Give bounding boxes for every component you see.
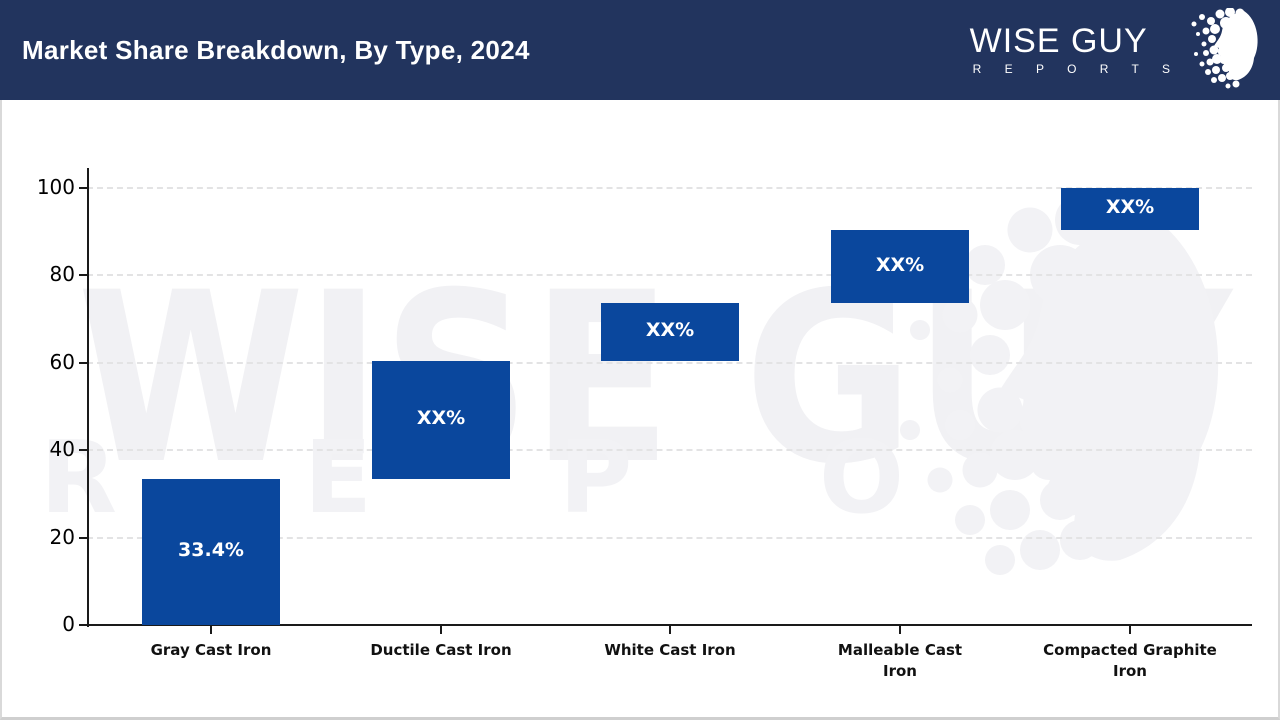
bar-value-label-4: XX% <box>875 253 925 276</box>
y-tick-mark-20 <box>79 536 87 539</box>
x-category-label-5: Compacted Graphite Iron <box>1035 640 1225 682</box>
x-category-label-4: Malleable Cast Iron <box>805 640 995 682</box>
gridline-40 <box>87 449 1252 452</box>
x-axis-line <box>87 624 1252 626</box>
y-tick-label-40: 40 <box>49 437 75 462</box>
gridline-20 <box>87 536 1252 539</box>
gridline-60 <box>87 361 1252 364</box>
bar-value-label-5: XX% <box>1105 196 1155 219</box>
y-tick-mark-0 <box>79 624 87 626</box>
x-category-label-2: Ductile Cast Iron <box>346 640 536 661</box>
bar-value-label-2: XX% <box>416 407 466 430</box>
header-bar: Market Share Breakdown, By Type, 2024 WI… <box>0 0 1280 100</box>
x-category-label-line: Gray Cast Iron <box>150 641 272 659</box>
y-tick-label-80: 80 <box>49 262 75 287</box>
bar-4 <box>831 230 969 304</box>
logo-subtext: R E P O R T S <box>972 62 1180 76</box>
x-tick-mark-2 <box>440 626 442 634</box>
x-category-label-line: Malleable Cast <box>837 641 963 659</box>
bar-value-label-1: 33.4% <box>178 539 244 562</box>
bar-3 <box>601 303 739 362</box>
x-category-label-line: White Cast Iron <box>604 641 736 659</box>
y-axis-line <box>87 168 89 627</box>
logo-wordmark: WISE GUY <box>969 22 1148 60</box>
y-tick-label-100: 100 <box>36 175 75 199</box>
logo-head-icon <box>1191 8 1258 89</box>
y-tick-mark-40 <box>79 449 87 452</box>
x-tick-mark-4 <box>899 626 901 634</box>
x-category-label-1: Gray Cast Iron <box>116 640 306 661</box>
x-tick-mark-1 <box>210 626 212 634</box>
x-category-label-line: Iron <box>1113 662 1147 680</box>
y-tick-label-60: 60 <box>49 349 75 374</box>
watermark-head-icon <box>887 195 1219 575</box>
y-tick-label-20: 20 <box>49 524 75 549</box>
y-tick-label-0: 0 <box>62 612 75 636</box>
bar-5 <box>1061 188 1199 231</box>
bar-1 <box>142 479 280 625</box>
x-tick-mark-3 <box>669 626 671 634</box>
gridline-100 <box>87 187 1252 189</box>
brand-logo: WISE GUY R E P O R T S <box>970 8 1280 92</box>
x-category-label-line: Compacted Graphite <box>1043 641 1217 659</box>
x-category-label-line: Iron <box>883 662 917 680</box>
gridline-80 <box>87 274 1252 277</box>
x-category-label-3: White Cast Iron <box>575 640 765 661</box>
bar-value-label-3: XX% <box>645 319 695 342</box>
x-category-label-line: Ductile Cast Iron <box>370 641 512 659</box>
y-tick-mark-60 <box>79 361 87 364</box>
page-title: Market Share Breakdown, By Type, 2024 <box>22 34 530 65</box>
y-tick-mark-80 <box>79 274 87 277</box>
y-tick-mark-100 <box>79 187 87 189</box>
x-tick-mark-5 <box>1129 626 1131 634</box>
brand-logo-text: WISE GUY R E P O R T S <box>970 24 1180 76</box>
bar-2 <box>372 361 510 480</box>
